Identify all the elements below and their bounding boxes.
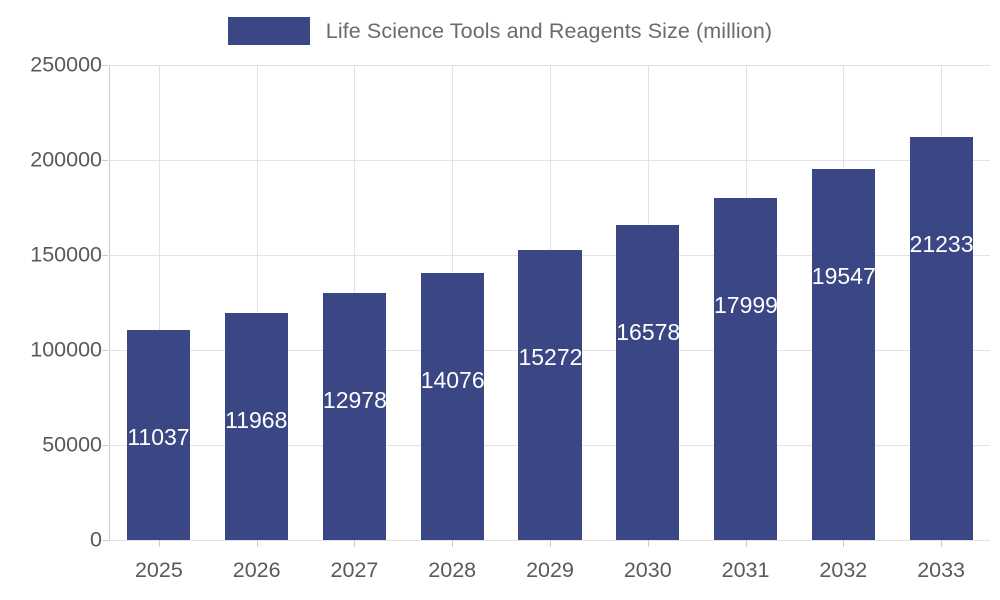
y-axis-tick-mark [102, 350, 108, 351]
y-axis: 0 50000 100000 150000 200000 250000 [0, 53, 108, 552]
bar[interactable] [127, 330, 191, 540]
y-axis-tick-label: 0 [90, 527, 102, 552]
x-axis: 2025 2026 2027 2028 2029 2030 2031 2032 2033 [110, 540, 990, 590]
y-axis-tick-label: 150000 [30, 242, 102, 267]
y-axis-tick-mark [102, 160, 108, 161]
y-axis-tick-mark [102, 445, 108, 446]
y-axis-spine [109, 65, 110, 540]
x-axis-tick-mark [159, 540, 160, 547]
x-axis-tick-mark [843, 540, 844, 547]
x-axis-tick-label: 2027 [330, 558, 379, 582]
y-axis-tick-mark [102, 65, 108, 66]
bar[interactable] [714, 198, 778, 540]
x-axis-tick-label: 2031 [721, 558, 770, 582]
y-axis-tick-label: 50000 [42, 432, 102, 457]
x-axis-tick-mark [746, 540, 747, 547]
bar[interactable] [811, 168, 875, 540]
plot-area: 110370.0119688.4129788.6140766.0152729.0… [109, 65, 990, 541]
bar[interactable] [225, 312, 289, 540]
bar[interactable] [518, 249, 582, 540]
y-axis-tick-label: 100000 [30, 337, 102, 362]
bar[interactable] [420, 272, 484, 540]
y-axis-tick-mark [102, 540, 108, 541]
x-axis-tick-label: 2033 [917, 558, 966, 582]
x-axis-tick-mark [648, 540, 649, 547]
x-axis-tick-label: 2032 [819, 558, 868, 582]
x-axis-tick-label: 2028 [428, 558, 477, 582]
legend-color-swatch [227, 17, 310, 45]
x-axis-tick-label: 2025 [134, 558, 183, 582]
gridline-vertical [159, 65, 160, 540]
y-axis-tick-label: 200000 [30, 147, 102, 172]
y-axis-tick-mark [102, 255, 108, 256]
x-axis-tick-label: 2026 [232, 558, 281, 582]
x-axis-tick-mark [257, 540, 258, 547]
x-axis-tick-mark [941, 540, 942, 547]
chart-legend: Life Science Tools and Reagents Size (mi… [0, 12, 1000, 50]
x-axis-tick-label: 2029 [526, 558, 574, 582]
gridline-vertical [257, 65, 258, 540]
x-axis-tick-label: 2030 [623, 558, 672, 582]
bar[interactable] [322, 293, 386, 540]
bar[interactable] [616, 225, 680, 540]
y-axis-tick-label: 250000 [30, 52, 102, 77]
bar[interactable] [909, 136, 973, 540]
legend-label: Life Science Tools and Reagents Size (mi… [325, 18, 773, 43]
x-axis-tick-mark [550, 540, 551, 547]
x-axis-tick-mark [452, 540, 453, 547]
x-axis-tick-mark [354, 540, 355, 547]
